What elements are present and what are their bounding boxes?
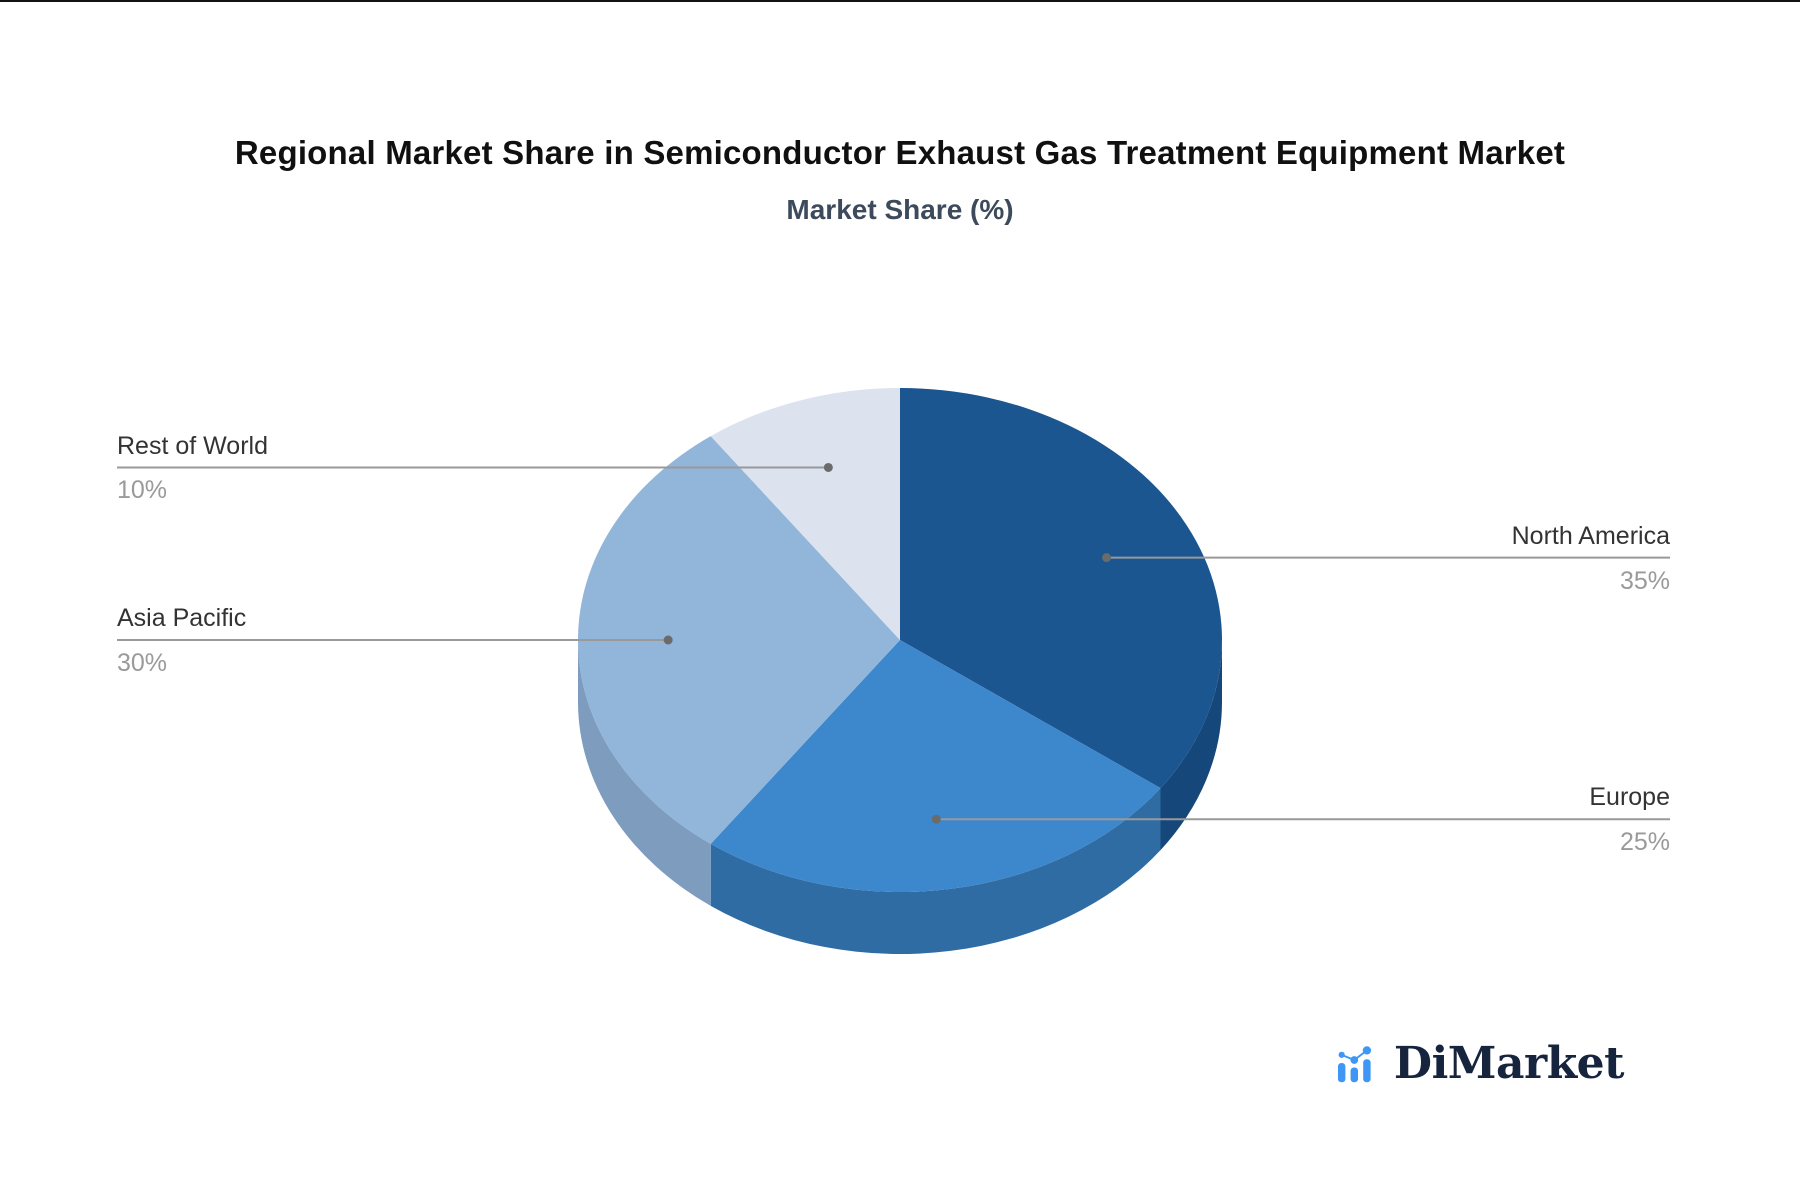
slice-pct-text: 35%: [1619, 566, 1670, 595]
pie-slice-side-asia-pacific: [578, 640, 711, 906]
bar-line-chart-icon: [1337, 1046, 1371, 1083]
logo-text: DiMarket: [1393, 1038, 1625, 1089]
pie-slice-europe[interactable]: [710, 640, 1161, 893]
slice-pct-text: 30%: [117, 649, 168, 677]
pie-slice-north-america[interactable]: [900, 388, 1222, 789]
dimarket-logo: DiMarket: [1335, 1038, 1625, 1089]
chart-title: Regional Market Share in Semiconductor E…: [234, 134, 1566, 171]
leader-dot-north-america: [1102, 553, 1112, 563]
leader-dot-europe: [931, 814, 941, 824]
leader-dot-asia-pacific: [663, 635, 673, 645]
slice-label-text: North America: [1511, 521, 1670, 550]
pie-slice-asia-pacific[interactable]: [577, 436, 900, 844]
pie-slice-side-north-america: [1160, 640, 1222, 851]
slice-pct-text: 25%: [1619, 828, 1670, 857]
pie-slice-rest-of-world[interactable]: [710, 388, 900, 640]
slice-pct-text: 10%: [117, 476, 168, 505]
slice-label-text: Europe: [1589, 783, 1670, 812]
slice-label-text: Asia Pacific: [117, 604, 247, 633]
slice-label-text: Rest of World: [117, 431, 268, 460]
pie-slice-side-europe: [710, 788, 1161, 954]
chart-subtitle: Market Share (%): [786, 194, 1014, 225]
leader-dot-rest-of-world: [823, 462, 833, 472]
